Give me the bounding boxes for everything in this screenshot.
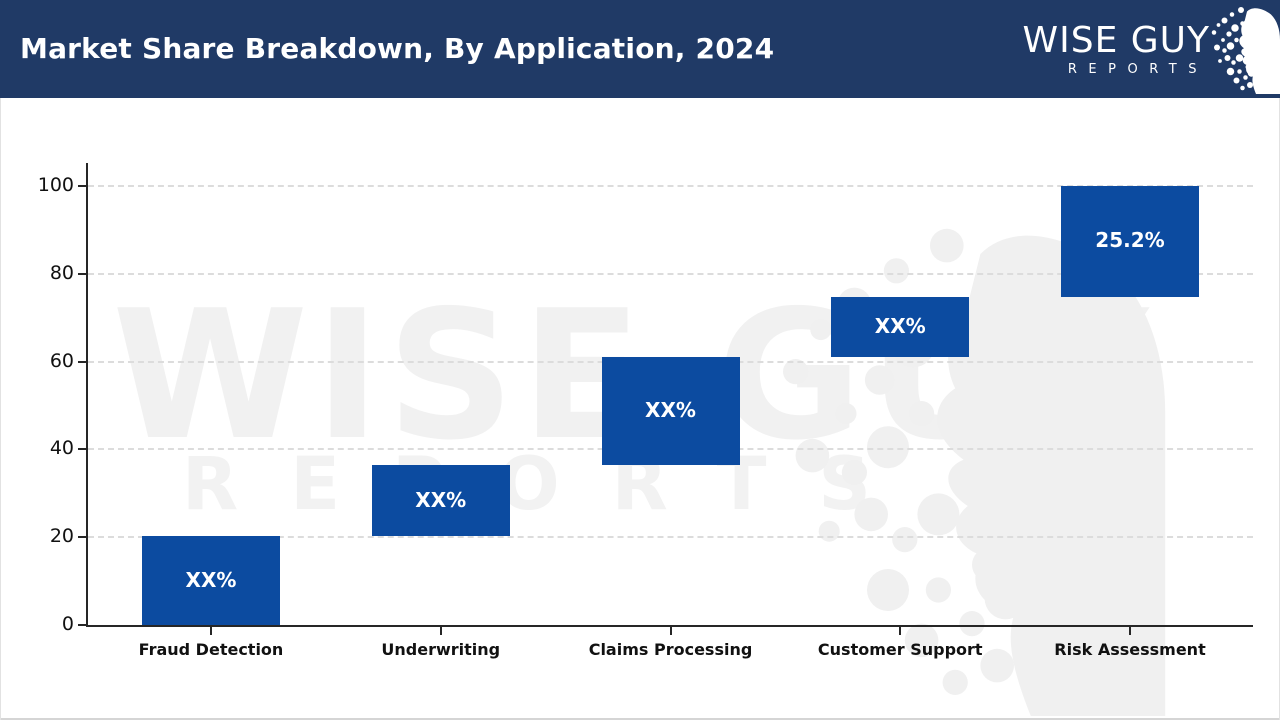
x-tick-label: Claims Processing	[588, 640, 753, 659]
x-axis-line	[86, 625, 1253, 627]
waterfall-bar	[142, 536, 280, 625]
x-tick-label: Risk Assessment	[1054, 640, 1206, 659]
bar-value-label: 25.2%	[1095, 228, 1165, 253]
y-tick	[78, 448, 86, 451]
x-tick-label: Fraud Detection	[138, 640, 284, 659]
gridline	[88, 185, 1253, 187]
bar-value-label: XX%	[415, 487, 467, 512]
y-tick	[78, 272, 86, 275]
gridline	[88, 272, 1253, 275]
x-tick-label: Customer Support	[817, 640, 983, 659]
x-tick	[210, 627, 212, 635]
waterfall-bar	[1061, 186, 1199, 297]
x-tick	[439, 627, 442, 635]
x-tick	[1129, 627, 1131, 635]
waterfall-bar	[601, 357, 740, 466]
wiseguy-logo: WISE GUY REPORTS	[1020, 0, 1280, 98]
y-tick-label: 40	[49, 437, 74, 460]
x-tick-label: Underwriting	[381, 640, 501, 659]
y-tick	[78, 185, 86, 187]
logo-text-reports: REPORTS	[1067, 62, 1208, 77]
y-tick	[78, 624, 86, 626]
x-tick	[899, 627, 902, 635]
bar-value-label: XX%	[185, 567, 237, 592]
y-tick-label: 100	[37, 174, 74, 196]
y-tick-label: 60	[49, 349, 74, 372]
page-title: Market Share Breakdown, By Application, …	[20, 32, 775, 65]
bar-value-label: XX%	[874, 313, 926, 338]
x-tick	[669, 627, 672, 635]
wiseguy-head-icon	[1211, 7, 1280, 94]
y-tick	[78, 360, 86, 363]
y-tick	[78, 536, 86, 539]
bar-value-label: XX%	[645, 398, 696, 423]
y-tick-label: 0	[61, 613, 74, 635]
header-bar: Market Share Breakdown, By Application, …	[0, 0, 1280, 98]
watermark-text-reports: REPORTS	[182, 442, 923, 527]
y-tick-label: 80	[49, 261, 74, 284]
y-tick-label: 20	[49, 525, 74, 548]
y-axis-line	[86, 163, 88, 627]
logo-text-wiseguy: WISE GUY	[1022, 20, 1210, 61]
waterfall-bar	[371, 465, 510, 537]
gridline	[88, 536, 1253, 539]
waterfall-bar	[831, 296, 970, 358]
